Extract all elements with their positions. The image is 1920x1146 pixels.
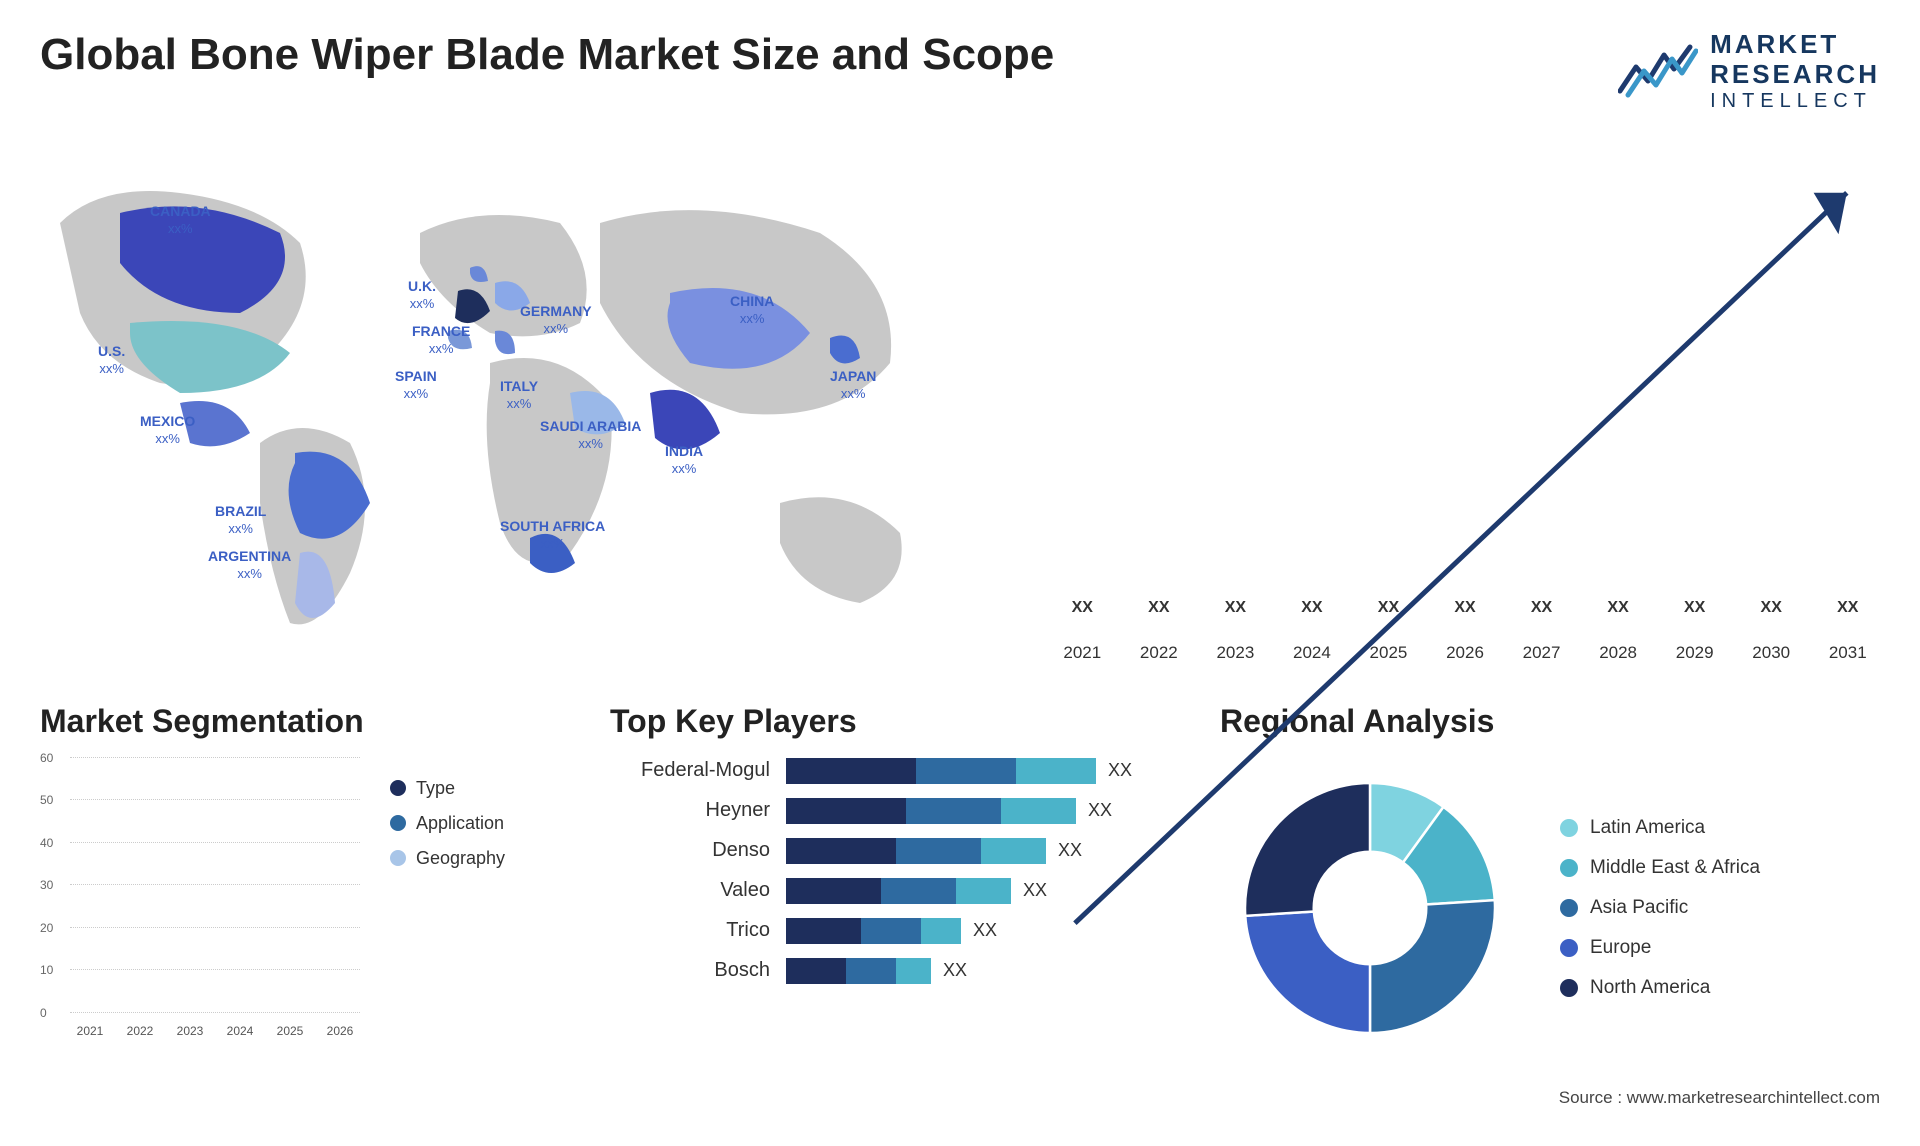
segmentation-chart: 0102030405060 202120222023202420252026 xyxy=(40,758,360,1038)
seg-ytick: 30 xyxy=(40,878,53,892)
seg-legend-item: Type xyxy=(390,778,505,799)
map-label: MEXICOxx% xyxy=(140,413,195,447)
regional-title: Regional Analysis xyxy=(1220,703,1880,740)
regional-legend-item: Middle East & Africa xyxy=(1560,857,1760,879)
map-label: ITALYxx% xyxy=(500,378,538,412)
map-label: FRANCExx% xyxy=(412,323,470,357)
player-row: Federal-Mogul XX xyxy=(610,758,1170,784)
regional-donut-chart xyxy=(1220,758,1520,1058)
map-label: SPAINxx% xyxy=(395,368,437,402)
map-label: CHINAxx% xyxy=(730,293,774,327)
map-label: U.S.xx% xyxy=(98,343,125,377)
player-name: Trico xyxy=(610,919,770,942)
map-label: GERMANYxx% xyxy=(520,303,592,337)
regional-panel: Regional Analysis Latin America Middle Ea… xyxy=(1220,703,1880,1058)
growth-bar: XX xyxy=(1127,599,1192,623)
seg-ytick: 60 xyxy=(40,751,53,765)
seg-xtick: 2025 xyxy=(270,1024,310,1038)
growth-xtick: 2021 xyxy=(1050,643,1115,663)
growth-xtick: 2029 xyxy=(1662,643,1727,663)
growth-bar: XX xyxy=(1280,599,1345,623)
seg-ytick: 10 xyxy=(40,963,53,977)
map-label: INDIAxx% xyxy=(665,443,703,477)
player-row: Heyner XX xyxy=(610,798,1170,824)
growth-xtick: 2027 xyxy=(1509,643,1574,663)
growth-xtick: 2031 xyxy=(1815,643,1880,663)
player-value: XX xyxy=(1088,800,1112,821)
segmentation-panel: Market Segmentation 0 10 20 30 40 50 60 2021 20… xyxy=(40,703,560,1058)
world-map-panel: CANADAxx% U.S.xx% MEXICOxx% BRAZILxx% ARGENT… xyxy=(40,143,990,663)
growth-xtick: 2022 xyxy=(1127,643,1192,663)
player-row: Bosch XX xyxy=(610,958,1170,984)
donut-slice xyxy=(1370,900,1495,1033)
regional-legend-item: Latin America xyxy=(1560,817,1760,839)
brand-logo: MARKET RESEARCH INTELLECT xyxy=(1618,30,1880,113)
seg-legend-item: Application xyxy=(390,813,505,834)
growth-xtick: 2030 xyxy=(1739,643,1804,663)
regional-legend: Latin America Middle East & Africa Asia Pa… xyxy=(1560,817,1760,999)
growth-bar: XX xyxy=(1433,599,1498,623)
growth-xtick: 2026 xyxy=(1433,643,1498,663)
growth-chart-panel: XX XX XX XX XX XX XX XX XX XX XX 2021 2022 2023 2024 2… xyxy=(1050,143,1880,663)
logo-text-3: INTELLECT xyxy=(1710,90,1880,113)
logo-mark-icon xyxy=(1618,41,1698,101)
map-label: ARGENTINAxx% xyxy=(208,548,291,582)
growth-xtick: 2028 xyxy=(1586,643,1651,663)
map-label: U.K.xx% xyxy=(408,278,436,312)
seg-ytick: 20 xyxy=(40,921,53,935)
seg-ytick: 0 xyxy=(40,1006,47,1020)
player-row: Valeo XX xyxy=(610,878,1170,904)
segmentation-legend: Type Application Geography xyxy=(390,758,505,1038)
seg-ytick: 50 xyxy=(40,793,53,807)
seg-xtick: 2022 xyxy=(120,1024,160,1038)
seg-ytick: 40 xyxy=(40,836,53,850)
player-value: XX xyxy=(943,960,967,981)
player-row: Trico XX xyxy=(610,918,1170,944)
seg-xtick: 2024 xyxy=(220,1024,260,1038)
segmentation-title: Market Segmentation xyxy=(40,703,560,740)
player-value: XX xyxy=(1023,880,1047,901)
growth-bar: XX xyxy=(1815,599,1880,623)
regional-legend-item: Europe xyxy=(1560,937,1760,959)
player-name: Denso xyxy=(610,839,770,862)
growth-xtick: 2025 xyxy=(1356,643,1421,663)
map-label: SAUDI ARABIAxx% xyxy=(540,418,641,452)
map-label: BRAZILxx% xyxy=(215,503,266,537)
growth-xtick: 2023 xyxy=(1203,643,1268,663)
growth-xtick: 2024 xyxy=(1280,643,1345,663)
player-value: XX xyxy=(1108,760,1132,781)
player-row: Denso XX xyxy=(610,838,1170,864)
logo-text-2: RESEARCH xyxy=(1710,60,1880,90)
source-attribution: Source : www.marketresearchintellect.com xyxy=(40,1088,1880,1108)
growth-bar: XX xyxy=(1586,599,1651,623)
seg-legend-item: Geography xyxy=(390,848,505,869)
seg-xtick: 2021 xyxy=(70,1024,110,1038)
player-name: Federal-Mogul xyxy=(610,759,770,782)
growth-bar: XX xyxy=(1739,599,1804,623)
seg-xtick: 2026 xyxy=(320,1024,360,1038)
regional-legend-item: Asia Pacific xyxy=(1560,897,1760,919)
donut-slice xyxy=(1245,911,1370,1032)
page-title: Global Bone Wiper Blade Market Size and … xyxy=(40,30,1054,80)
map-label: JAPANxx% xyxy=(830,368,876,402)
player-name: Heyner xyxy=(610,799,770,822)
donut-slice xyxy=(1245,783,1370,916)
players-panel: Top Key Players Federal-MogulXXHeynerXXD… xyxy=(610,703,1170,1058)
growth-bar: XX xyxy=(1356,599,1421,623)
growth-bar: XX xyxy=(1509,599,1574,623)
player-value: XX xyxy=(973,920,997,941)
growth-bar: XX xyxy=(1203,599,1268,623)
map-label: CANADAxx% xyxy=(150,203,211,237)
seg-xtick: 2023 xyxy=(170,1024,210,1038)
map-label: SOUTH AFRICAxx% xyxy=(500,518,605,552)
logo-text-1: MARKET xyxy=(1710,30,1880,60)
regional-legend-item: North America xyxy=(1560,977,1760,999)
player-value: XX xyxy=(1058,840,1082,861)
growth-bar: XX xyxy=(1050,599,1115,623)
growth-bar: XX xyxy=(1662,599,1727,623)
player-name: Valeo xyxy=(610,879,770,902)
players-title: Top Key Players xyxy=(610,703,1170,740)
player-name: Bosch xyxy=(610,959,770,982)
